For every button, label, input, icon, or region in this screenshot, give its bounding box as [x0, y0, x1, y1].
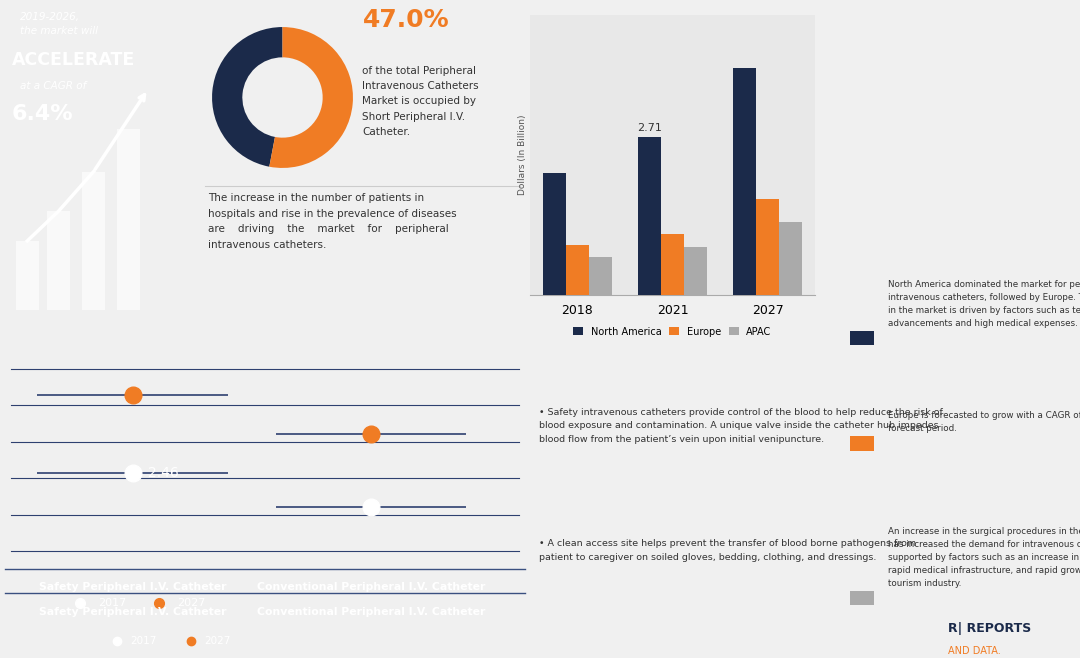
Text: 2017: 2017 [98, 598, 126, 608]
Wedge shape [269, 27, 353, 168]
Text: The increase in the number of patients in
hospitals and rise in the prevalence o: The increase in the number of patients i… [208, 193, 457, 250]
Text: 6.4%: 6.4% [12, 104, 73, 124]
Bar [46, 211, 70, 310]
Text: 2027: 2027 [204, 636, 230, 646]
Bar [850, 591, 874, 605]
Text: 2017: 2017 [130, 636, 157, 646]
Bar [756, 199, 779, 295]
Text: of the total Peripheral
Intravenous Catheters
Market is occupied by
Short Periph: of the total Peripheral Intravenous Cath… [363, 66, 480, 137]
Text: 2027: 2027 [177, 598, 206, 608]
Y-axis label: Dollars (In Billion): Dollars (In Billion) [518, 114, 527, 195]
Text: 2019-2026,: 2019-2026, [19, 12, 80, 22]
Text: • A clean access site helps prevent the transfer of blood borne pathogens from
p: • A clean access site helps prevent the … [539, 540, 917, 562]
Bar [850, 331, 874, 345]
Text: the market will: the market will [19, 26, 97, 36]
Text: R| REPORTS: R| REPORTS [948, 622, 1031, 635]
Text: 2.71: 2.71 [637, 123, 662, 133]
Text: Safety Peripheral I.V. Catheter: Safety Peripheral I.V. Catheter [39, 582, 226, 592]
Text: North America dominated the market for peripheral
intravenous catheters, followe: North America dominated the market for p… [888, 280, 1080, 328]
Text: An increase in the surgical procedures in the Asia Pacific region
has increased : An increase in the surgical procedures i… [888, 527, 1080, 588]
Legend: North America, Europe, APAC: North America, Europe, APAC [569, 323, 775, 341]
Bar [82, 172, 106, 310]
Bar [638, 137, 661, 295]
Text: • Safety intravenous catheters provide control of the blood to help reduce the r: • Safety intravenous catheters provide c… [539, 408, 943, 444]
Bar [684, 247, 706, 295]
Bar [850, 436, 874, 451]
Text: ACCELERATE: ACCELERATE [12, 51, 135, 69]
Text: Conventional Peripheral I.V. Catheter: Conventional Peripheral I.V. Catheter [257, 582, 485, 592]
Text: 47.0%: 47.0% [363, 9, 449, 32]
Wedge shape [212, 27, 283, 166]
Bar [117, 129, 140, 310]
Bar [661, 234, 684, 295]
Text: Conventional Peripheral I.V. Catheter: Conventional Peripheral I.V. Catheter [257, 607, 485, 617]
Text: at a CAGR of: at a CAGR of [19, 81, 85, 91]
Bar [589, 257, 611, 295]
Bar [543, 172, 566, 295]
Text: Europe is forecasted to grow with a CAGR of 6.5% during the
forecast period.: Europe is forecasted to grow with a CAGR… [888, 411, 1080, 433]
Bar [779, 222, 802, 295]
Bar [15, 241, 39, 310]
Bar [566, 245, 589, 295]
Text: 2.46: 2.46 [148, 466, 179, 480]
Text: AND DATA.: AND DATA. [948, 646, 1001, 656]
Bar [733, 68, 756, 295]
Text: Safety Peripheral I.V. Catheter: Safety Peripheral I.V. Catheter [39, 607, 226, 617]
